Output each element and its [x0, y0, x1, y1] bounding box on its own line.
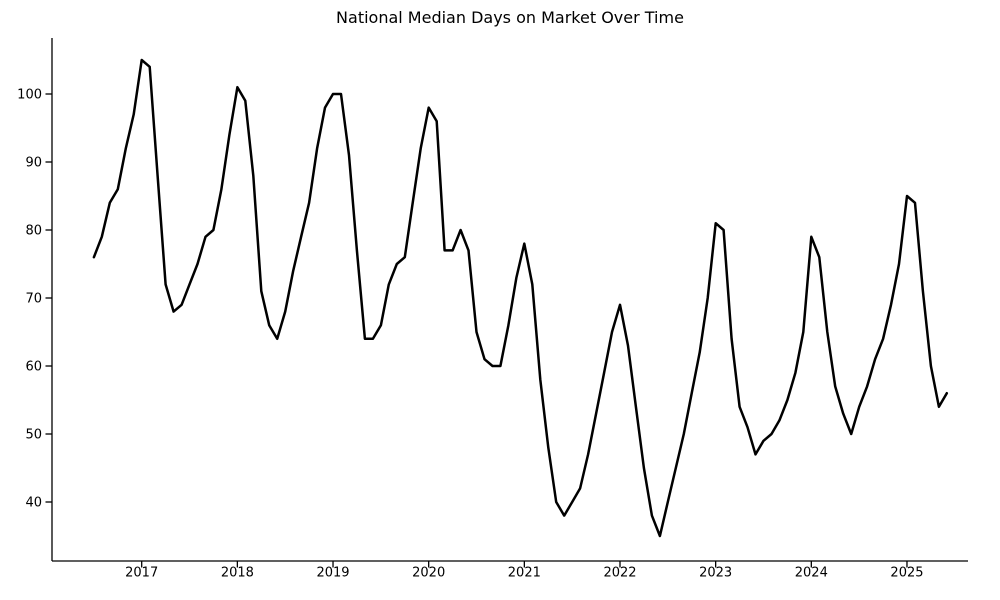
y-tick-label: 40: [25, 496, 42, 511]
x-tick-label: 2024: [795, 566, 828, 581]
x-tick-label: 2019: [316, 566, 349, 581]
y-tick-label: 50: [25, 428, 42, 443]
x-tick-label: 2021: [508, 566, 541, 581]
y-tick-label: 100: [17, 88, 42, 103]
x-tick-label: 2017: [125, 566, 158, 581]
y-tick-label: 60: [25, 360, 42, 375]
median-days-line: [92, 58, 949, 538]
y-tick-label: 90: [25, 156, 42, 171]
x-tick-label: 2020: [412, 566, 445, 581]
chart-title: National Median Days on Market Over Time: [336, 8, 684, 27]
x-tick-label: 2022: [603, 566, 636, 581]
x-tick-label: 2023: [699, 566, 732, 581]
y-tick-label: 80: [25, 224, 42, 239]
y-tick-label: 70: [25, 292, 42, 307]
x-tick-label: 2018: [221, 566, 254, 581]
x-tick-label: 2025: [890, 566, 923, 581]
